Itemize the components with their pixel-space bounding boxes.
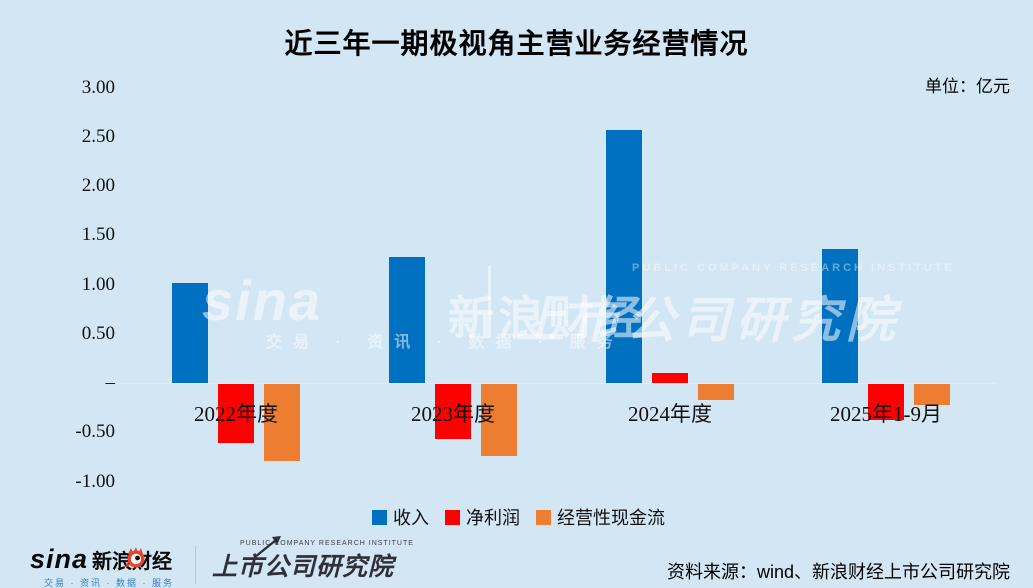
chart-bar-净利润-2025年1-9月 — [868, 384, 904, 421]
arrow-icon — [252, 536, 282, 565]
page-title: 近三年一期极视角主营业务经营情况 — [284, 28, 749, 59]
chart-bar-经营性现金流-2022年度 — [264, 384, 300, 461]
x-axis-category-label: 2023年度 — [411, 402, 495, 426]
chart-bar-经营性现金流-2023年度 — [481, 384, 517, 456]
y-axis-tick-label: -0.50 — [75, 421, 115, 443]
legend-label: 经营性现金流 — [557, 508, 665, 528]
chart-bar-收入-2024年度 — [606, 129, 642, 383]
chart-bar-收入-2022年度 — [172, 282, 208, 383]
institute-name-zh: 上市公司研究院 — [212, 553, 395, 581]
chart-bar-经营性现金流-2024年度 — [698, 384, 734, 400]
x-axis-category-label: 2025年1-9月 — [830, 402, 942, 426]
data-source-text: 资料来源：wind、新浪财经上市公司研究院 — [666, 562, 1010, 582]
sina-tagline: 交易 · 资讯 · 数据 · 服务 — [44, 578, 174, 588]
chart-bar-净利润-2024年度 — [652, 373, 688, 383]
legend-swatch-icon — [372, 509, 387, 525]
unit-label: 单位：亿元 — [925, 77, 1010, 96]
legend-item: 净利润 — [445, 504, 520, 530]
y-axis-tick-label: – — [105, 372, 116, 393]
footer-logo-divider — [195, 546, 196, 584]
y-axis-tick-label: 1.00 — [81, 273, 115, 295]
institute-name-en: PUBLIC COMPANY RESEARCH INSTITUTE — [240, 540, 414, 547]
chart-legend: 收入 净利润 经营性现金流 — [372, 504, 665, 530]
legend-label: 净利润 — [466, 508, 520, 528]
sina-wordmark: sina — [30, 544, 89, 574]
sina-eye-icon — [122, 546, 152, 573]
chart-bar-收入-2025年1-9月 — [822, 249, 858, 383]
legend-item: 经营性现金流 — [536, 504, 665, 530]
y-axis-tick-label: 2.00 — [81, 175, 115, 196]
zero-axis-line — [115, 383, 997, 384]
research-institute-logo: PUBLIC COMPANY RESEARCH INSTITUTE 上市公司研究… — [212, 536, 414, 583]
y-axis-tick-label: 0.50 — [81, 322, 115, 344]
chart-bar-净利润-2023年度 — [435, 384, 471, 440]
x-axis-category-label: 2022年度 — [194, 402, 278, 426]
chart-bar-收入-2023年度 — [389, 256, 425, 383]
y-axis-tick-label: 3.00 — [81, 76, 115, 98]
legend-label: 收入 — [393, 508, 429, 528]
legend-swatch-icon — [536, 509, 551, 525]
legend-item: 收入 — [372, 504, 429, 530]
chart-bar-净利润-2022年度 — [218, 384, 254, 444]
y-axis-tick-label: 1.50 — [81, 224, 115, 246]
x-axis-category-label: 2024年度 — [628, 402, 712, 426]
y-axis-tick-label: -1.00 — [75, 470, 115, 492]
chart-bar-经营性现金流-2025年1-9月 — [914, 384, 950, 405]
legend-swatch-icon — [445, 509, 460, 525]
y-axis-tick-label: 2.50 — [81, 125, 115, 147]
